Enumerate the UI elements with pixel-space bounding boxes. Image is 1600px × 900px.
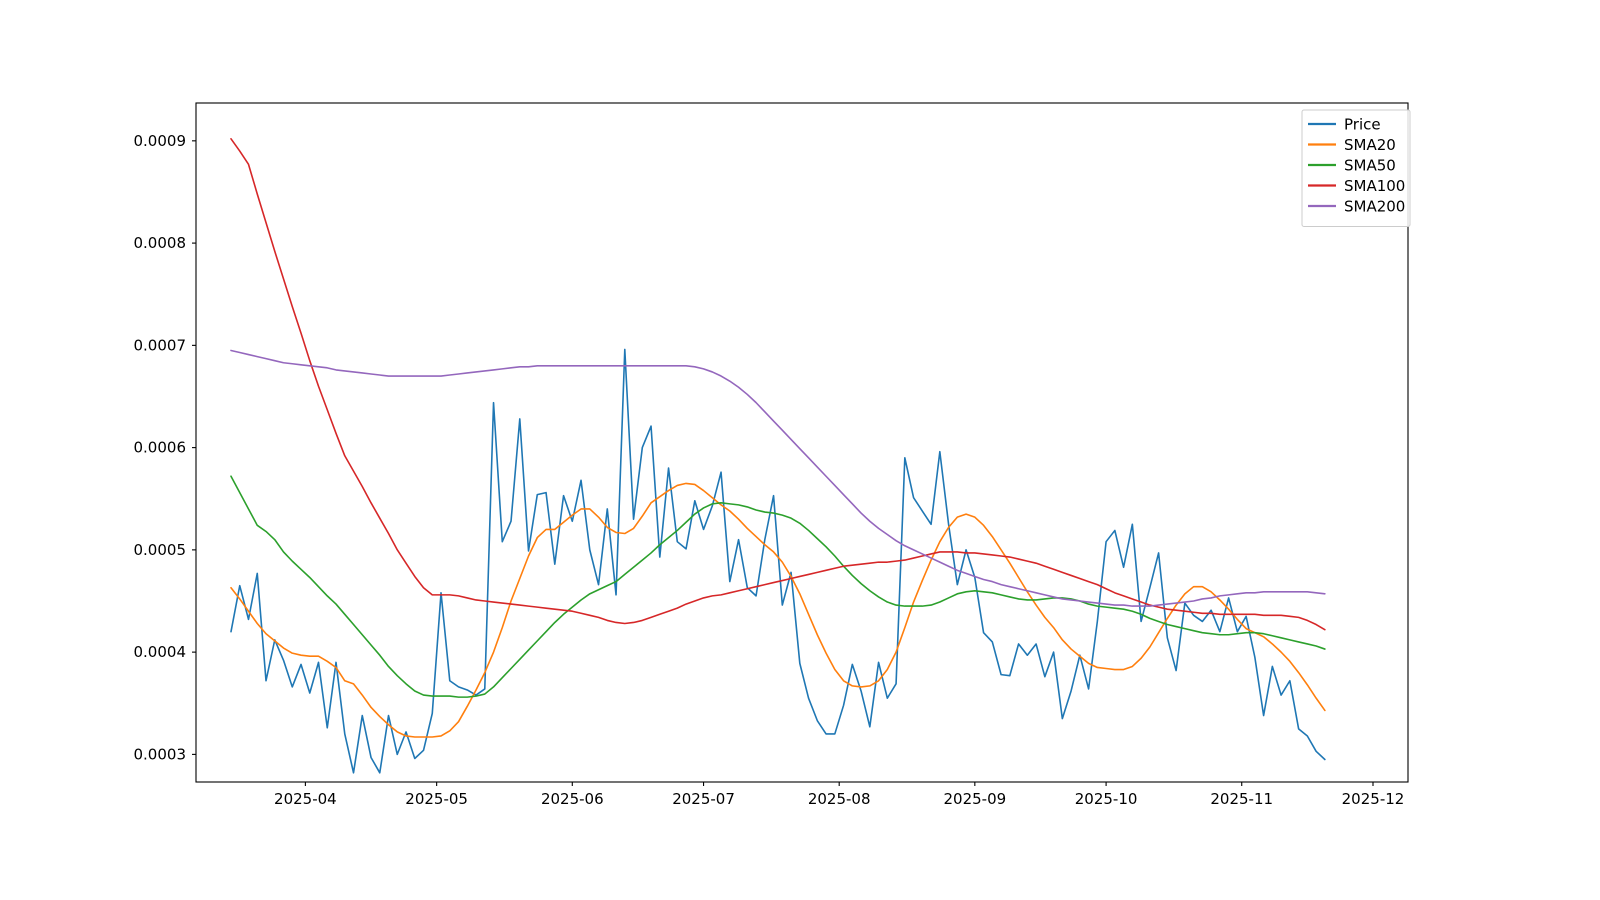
x-tick-label: 2025-04: [274, 790, 337, 808]
y-tick-label: 0.0004: [134, 643, 187, 661]
y-tick-label: 0.0005: [134, 541, 187, 559]
x-tick-label: 2025-09: [943, 790, 1006, 808]
chart-legend[interactable]: Price SMA20 SMA50 SMA100 SMA200: [1301, 109, 1411, 227]
legend-box: [1301, 109, 1411, 227]
x-tick-label: 2025-10: [1075, 790, 1138, 808]
axes-frame: [195, 102, 1409, 783]
y-tick-label: 0.0008: [134, 234, 187, 252]
x-axis-tick-labels: 2025-04 2025-05 2025-06 2025-07 2025-08 2025-…: [274, 790, 1404, 808]
series-line-sma100: [230, 137, 1326, 631]
y-axis-tick-marks: [192, 140, 196, 755]
x-tick-label: 2025-07: [672, 790, 735, 808]
y-axis-tick-labels: 0.0003 0.0004 0.0005 0.0006 0.0007 0.0008 0.00…: [134, 132, 187, 764]
x-axis-tick-marks: [304, 782, 1374, 786]
legend-label-price[interactable]: Price: [1344, 116, 1381, 134]
x-tick-label: 2025-08: [808, 790, 871, 808]
series-line-sma200: [230, 349, 1326, 607]
series-line-sma20: [230, 482, 1326, 738]
x-tick-label: 2025-11: [1210, 790, 1273, 808]
series-line-sma50: [230, 475, 1326, 698]
legend-label-sma50[interactable]: SMA50: [1344, 157, 1396, 175]
data-series-group: [230, 137, 1326, 774]
y-tick-label: 0.0007: [134, 336, 187, 354]
legend-label-sma100[interactable]: SMA100: [1344, 177, 1405, 195]
legend-label-sma200[interactable]: SMA200: [1344, 198, 1405, 216]
y-tick-label: 0.0003: [134, 745, 187, 763]
y-tick-label: 0.0006: [134, 439, 187, 457]
x-tick-label: 2025-06: [541, 790, 604, 808]
y-tick-label: 0.0009: [134, 132, 187, 150]
x-tick-label: 2025-12: [1342, 790, 1405, 808]
legend-label-sma20[interactable]: SMA20: [1344, 136, 1396, 154]
x-tick-label: 2025-05: [405, 790, 468, 808]
